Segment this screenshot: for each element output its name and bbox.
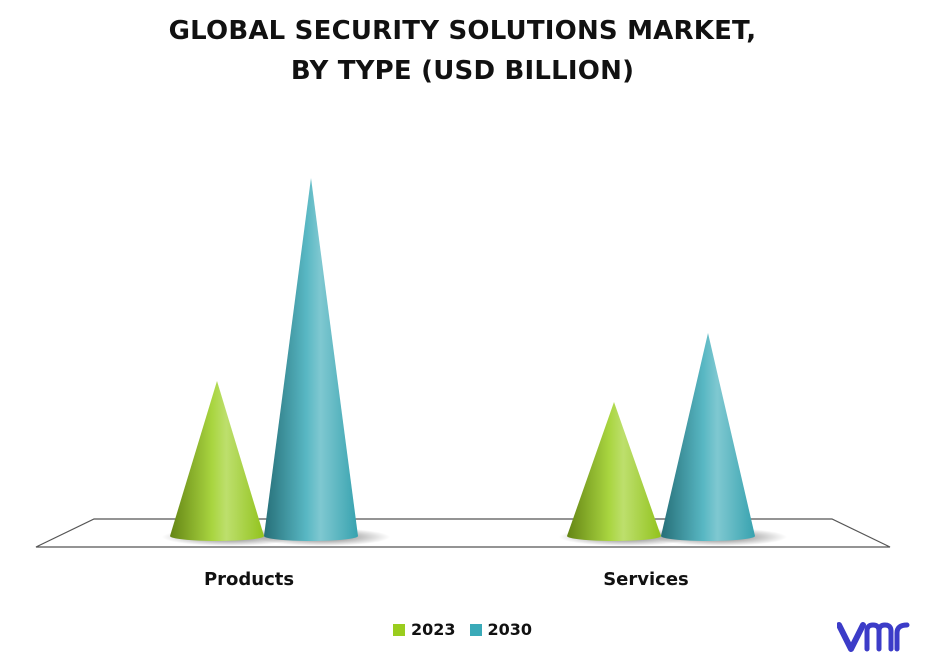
- chart-title-line1: GLOBAL SECURITY SOLUTIONS MARKET,: [168, 16, 757, 46]
- legend: 2023 2030: [0, 620, 925, 639]
- cone-services-2023: [567, 402, 661, 541]
- category-labels: Products Services: [204, 569, 689, 590]
- legend-label-2030: 2030: [487, 620, 533, 639]
- cone-products-2023: [170, 381, 264, 541]
- cones-layer: [170, 178, 755, 541]
- legend-swatch-2023: [392, 623, 405, 636]
- chart-title-line2: BY TYPE (USD BILLION): [290, 56, 635, 86]
- vmr-logo: [837, 622, 910, 652]
- legend-item-2023: 2023: [392, 620, 456, 639]
- category-label-services: Services: [603, 569, 689, 590]
- cone-products-2030: [264, 178, 358, 541]
- category-label-products: Products: [204, 569, 294, 590]
- legend-label-2023: 2023: [410, 620, 456, 639]
- cone-services-2030: [661, 333, 755, 541]
- legend-item-2030: 2030: [469, 620, 533, 639]
- legend-swatch-2030: [469, 623, 482, 636]
